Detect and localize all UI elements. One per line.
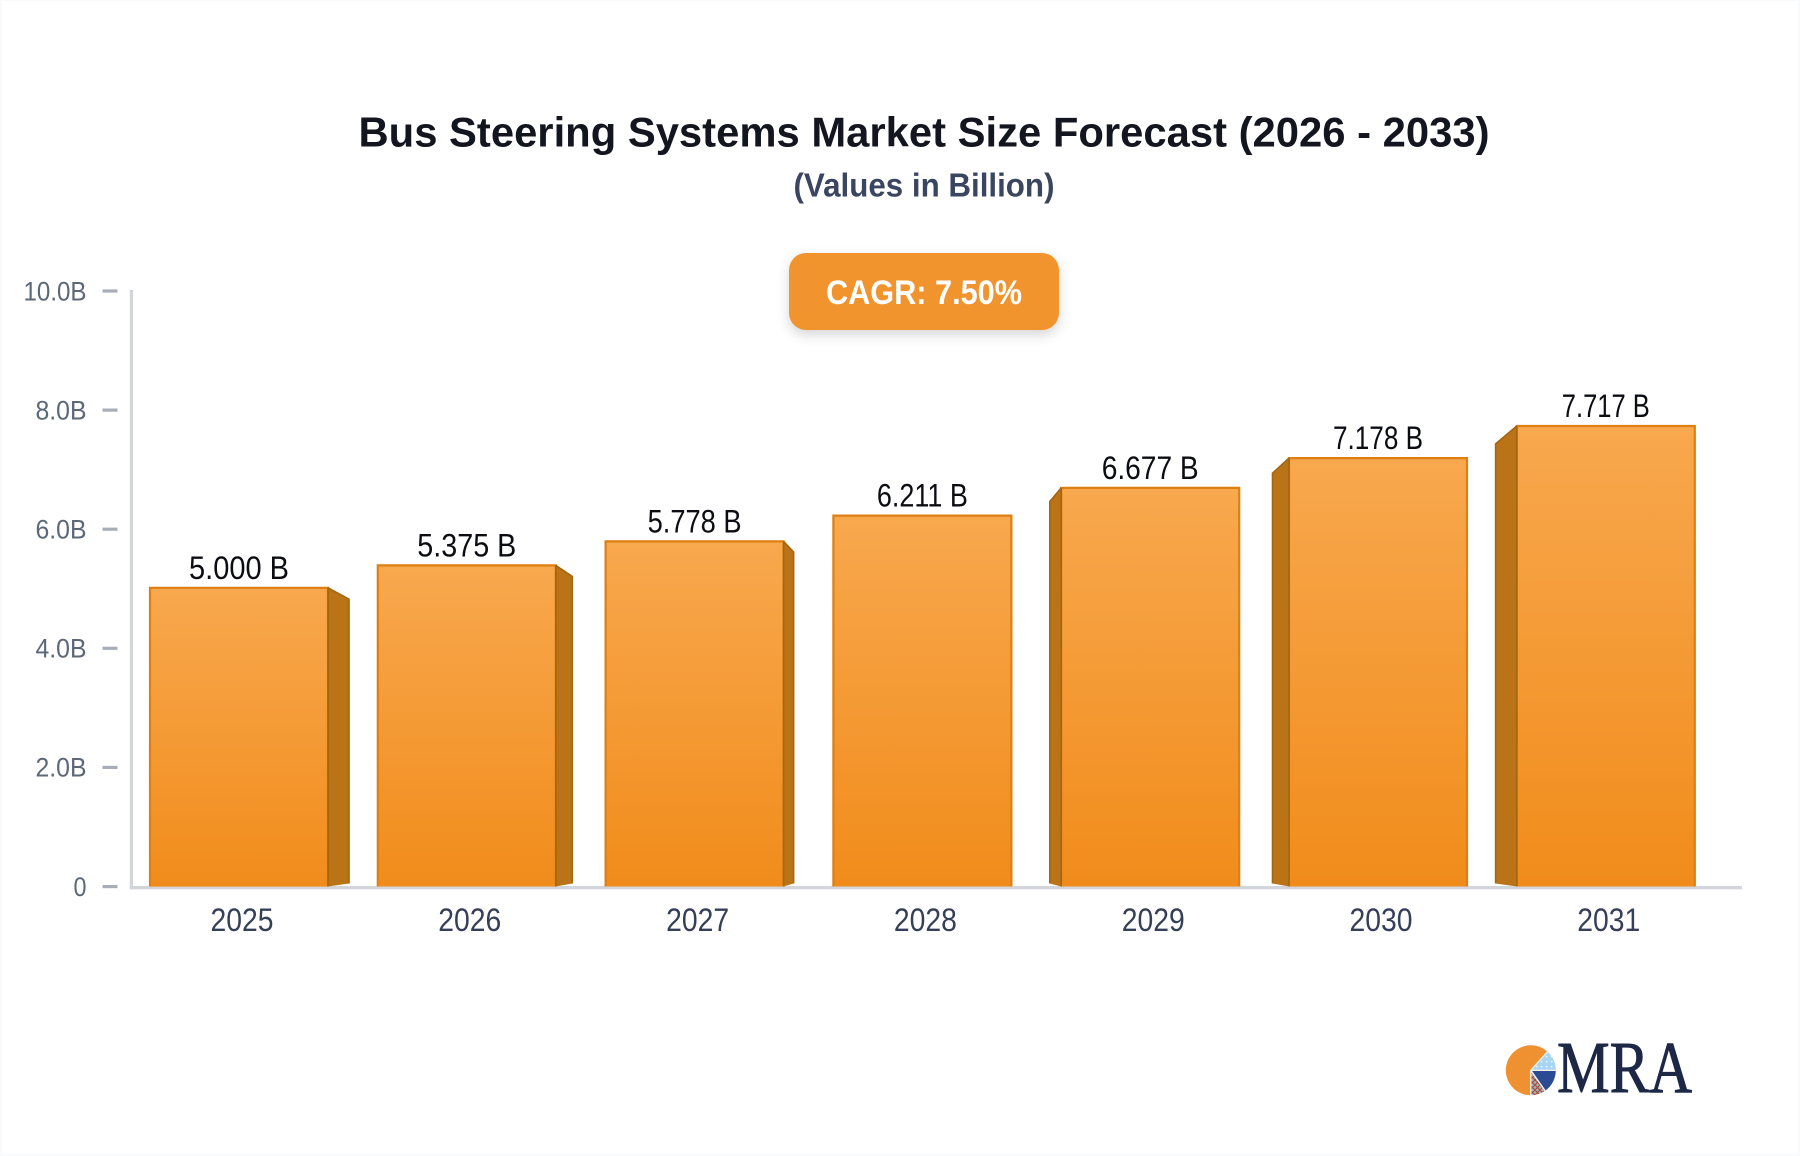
svg-text:2030: 2030: [1350, 902, 1413, 938]
svg-text:10.0B: 10.0B: [24, 276, 87, 306]
svg-text:Bus Steering Systems Market Si: Bus Steering Systems Market Size Forecas…: [359, 109, 1490, 156]
svg-text:8.0B: 8.0B: [36, 395, 87, 425]
svg-text:5.000 B: 5.000 B: [189, 550, 289, 586]
svg-text:5.778 B: 5.778 B: [648, 503, 742, 539]
svg-text:2031: 2031: [1577, 902, 1640, 938]
svg-text:CAGR: 7.50%: CAGR: 7.50%: [826, 274, 1022, 312]
svg-text:6.211 B: 6.211 B: [877, 478, 968, 514]
svg-text:6.677 B: 6.677 B: [1102, 450, 1199, 486]
svg-text:2.0B: 2.0B: [36, 753, 87, 783]
svg-text:MRA: MRA: [1557, 1027, 1692, 1108]
svg-text:2029: 2029: [1122, 902, 1185, 938]
svg-text:4.0B: 4.0B: [36, 634, 87, 664]
svg-text:2028: 2028: [894, 902, 957, 938]
svg-text:7.717 B: 7.717 B: [1562, 388, 1650, 424]
svg-text:5.375 B: 5.375 B: [417, 527, 516, 563]
svg-text:6.0B: 6.0B: [36, 515, 87, 545]
svg-text:2027: 2027: [666, 902, 729, 938]
svg-text:2025: 2025: [211, 902, 274, 938]
svg-text:2026: 2026: [438, 902, 501, 938]
svg-text:7.178 B: 7.178 B: [1333, 420, 1423, 456]
svg-text:(Values in Billion): (Values in Billion): [794, 167, 1055, 204]
svg-text:0: 0: [74, 872, 87, 902]
